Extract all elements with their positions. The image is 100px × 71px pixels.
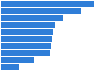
Bar: [1, 22, 55, 28]
Bar: [1, 36, 52, 42]
Bar: [1, 50, 50, 56]
Bar: [1, 15, 63, 21]
Bar: [1, 1, 94, 7]
Bar: [1, 64, 19, 70]
Bar: [1, 43, 51, 49]
Bar: [1, 29, 53, 35]
Bar: [1, 57, 34, 63]
Bar: [1, 8, 81, 14]
